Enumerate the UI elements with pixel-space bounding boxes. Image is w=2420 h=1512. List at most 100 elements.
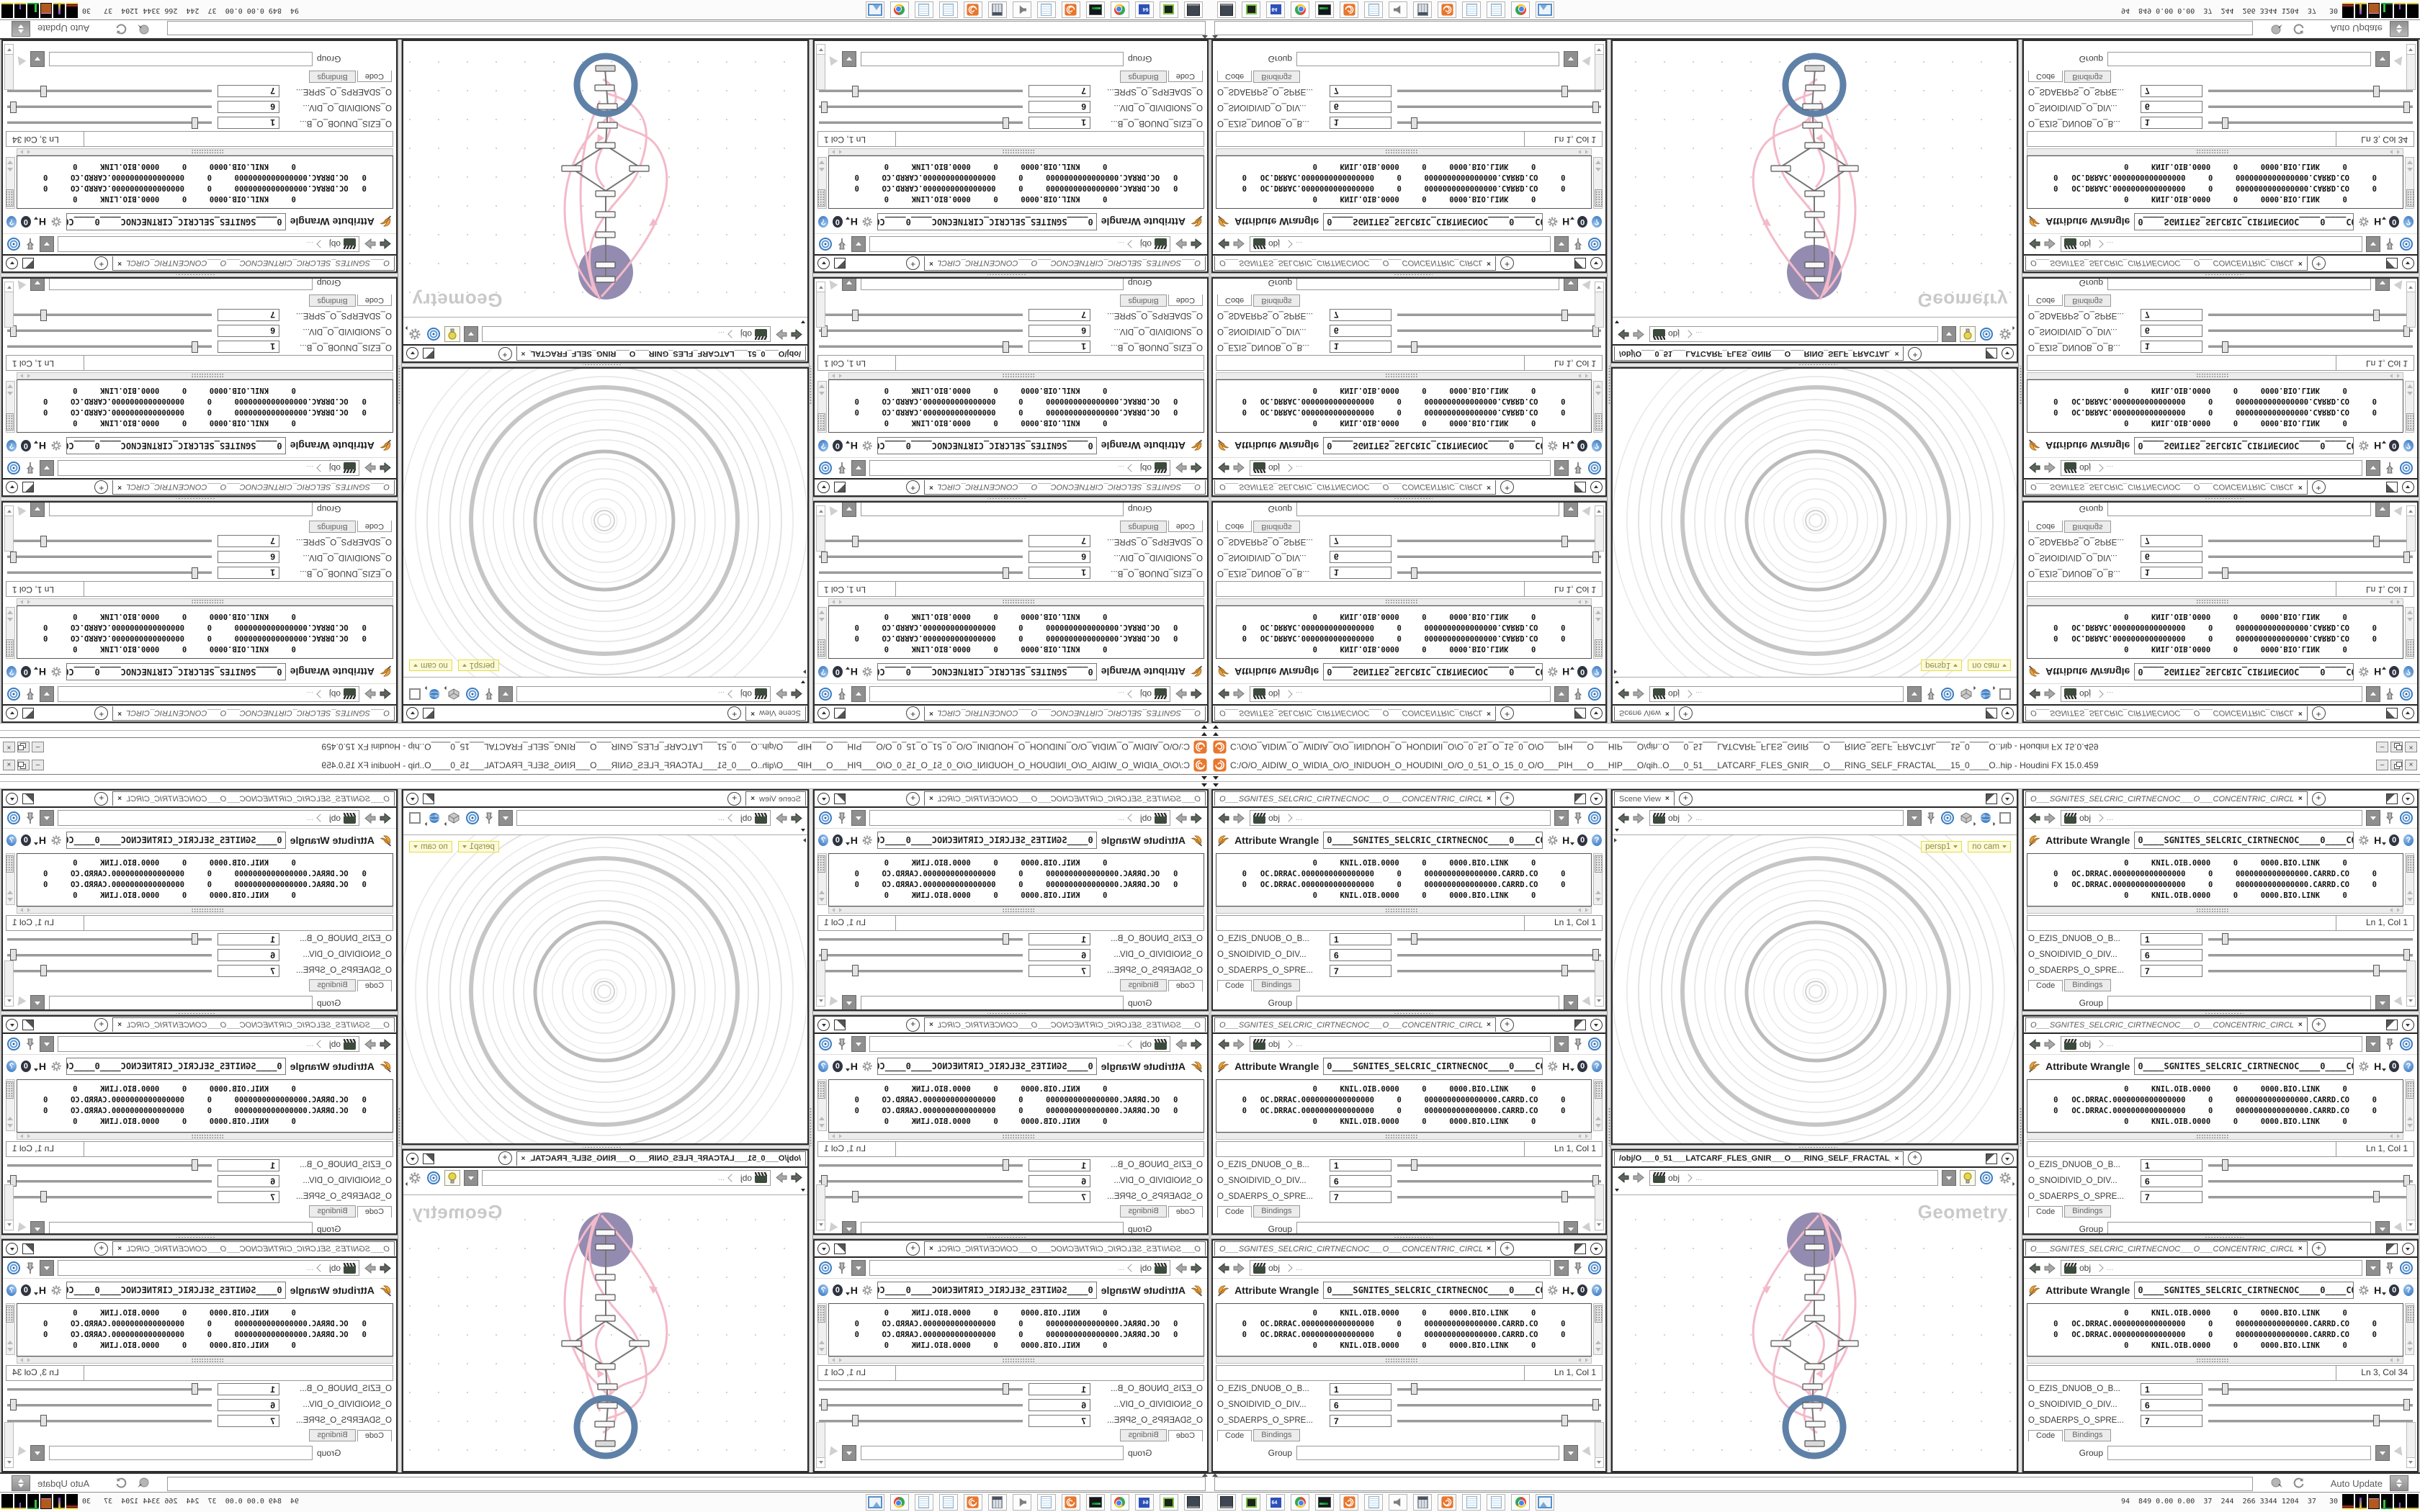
group-pick-arrow-icon[interactable] [1582,998,1592,1008]
code-horizontal-scrollbar[interactable] [828,1356,1204,1364]
path-dropdown-button[interactable] [2366,1260,2380,1276]
back-arrow-icon[interactable] [1616,1171,1630,1184]
gear-icon[interactable] [862,1060,874,1073]
path-dropdown-button[interactable] [1554,686,1569,702]
breadcrumb-root[interactable]: obj [1268,1039,1281,1049]
snippet-status-field[interactable] [895,131,1204,147]
code-horizontal-scrollbar[interactable] [1216,1356,1592,1364]
maximize-pane-icon[interactable] [2386,258,2398,269]
help-icon[interactable]: ? [818,440,828,451]
code-vertical-scrollbar[interactable] [6,1079,15,1131]
pane-tab[interactable]: O___SGNITES_SELCRIC_CIRTNECNOC___O___CON… [112,256,395,271]
radial-menu-icon[interactable] [818,687,833,701]
param-value-field[interactable]: 6 [1330,1398,1392,1411]
group-dropdown-button[interactable] [1564,51,1578,67]
forward-arrow-icon[interactable] [1174,688,1188,701]
forward-arrow-icon[interactable] [1632,1171,1646,1184]
pane-scrollbar[interactable] [4,44,14,90]
pane-scrollbar[interactable] [4,960,14,1007]
slider-handle[interactable] [1003,117,1010,129]
maximize-pane-icon[interactable] [1574,793,1586,804]
info-icon[interactable]: 0 [832,666,843,678]
breadcrumb-root[interactable]: obj [1668,329,1680,340]
breadcrumb-root[interactable]: obj [1668,813,1680,823]
tab-close-icon[interactable]: × [1894,1154,1899,1163]
slider-handle[interactable] [1003,933,1010,945]
breadcrumb-more[interactable]: ... [306,464,313,472]
slider-handle[interactable] [2372,1415,2380,1426]
pin-icon[interactable] [483,688,495,701]
forward-arrow-icon[interactable] [1174,1262,1188,1274]
pin-icon[interactable] [1572,1038,1584,1050]
add-tab-button[interactable]: + [727,791,742,806]
param-value-field[interactable]: 7 [1330,1190,1392,1203]
slider-handle[interactable] [2221,567,2228,579]
tab-close-icon[interactable]: × [929,1245,933,1253]
cook-mode-stepper[interactable] [12,1475,30,1491]
breadcrumb-more[interactable]: ... [1117,1264,1124,1272]
pane-scrollbar[interactable] [4,282,14,328]
gear-icon[interactable] [862,834,874,847]
scene-viewport[interactable]: persp1 no cam [1613,367,2017,677]
wrangle-node-icon[interactable] [379,214,393,230]
window-titlebar[interactable]: C:/O/O_AIDIW_O_WIDIA_O/O_INIDUOH_O_HOUDI… [1210,756,2420,775]
slider-handle[interactable] [9,949,17,960]
tab-code[interactable]: Code [1168,1206,1203,1218]
snippet-status-field[interactable] [84,1365,393,1381]
pane-tab[interactable]: O___SGNITES_SELCRIC_CIRTNECNOC___O___CON… [924,1017,1206,1032]
param-slider[interactable] [7,325,212,338]
path-dropdown-button[interactable] [40,460,54,476]
breadcrumb[interactable]: obj ... [1250,686,1551,702]
tray-graph-spike[interactable] [53,1494,65,1509]
gear-icon[interactable] [2358,665,2370,678]
node-name-field[interactable]: 0____SGNITES_SELCRIC_CIRTNECNOC____0____… [2134,213,2354,230]
code-horizontal-scrollbar[interactable] [2027,1356,2403,1364]
houdini-app-icon[interactable] [1438,1,1456,18]
tab-code[interactable]: Code [1168,980,1203,991]
restore-button[interactable] [2390,760,2403,770]
path-dropdown-button[interactable] [2366,810,2380,826]
vex-snippet-editor[interactable]: 0 KNIL.OIB.0000 0 0000.BIO.LINK 0 0 OC.D… [1216,606,1592,659]
code-horizontal-scrollbar[interactable] [17,1356,393,1364]
group-field[interactable] [2107,502,2371,516]
pane-tab[interactable]: O___SGNITES_SELCRIC_CIRTNECNOC___O___CON… [112,1241,395,1256]
notepad-icon[interactable] [1037,1,1056,18]
tab-bindings[interactable]: Bindings [2064,979,2111,991]
group-field[interactable] [2107,996,2371,1009]
param-value-field[interactable]: 1 [1028,117,1090,130]
snippet-status-field[interactable] [895,915,1204,931]
breadcrumb-root[interactable]: obj [1139,1039,1152,1049]
param-value-field[interactable]: 7 [218,85,279,98]
slider-handle[interactable] [1410,933,1417,945]
breadcrumb-more[interactable]: ... [1296,690,1303,698]
code-vertical-scrollbar[interactable] [817,853,827,905]
help-icon[interactable]: ? [818,1284,828,1296]
code-horizontal-scrollbar[interactable] [1216,1133,1592,1140]
pin-icon[interactable] [24,811,36,824]
vex-snippet-editor[interactable]: 0 KNIL.OIB.0000 0 0000.BIO.LINK 0 0 OC.D… [2027,1303,2403,1356]
param-value-field[interactable]: 6 [2141,1174,2202,1187]
group-pick-arrow-icon[interactable] [16,278,26,288]
param-slider[interactable] [7,1158,212,1171]
add-tab-button[interactable]: + [906,706,920,721]
group-field[interactable] [861,1222,1124,1235]
param-value-field[interactable]: 6 [218,1174,279,1187]
param-value-field[interactable]: 6 [2141,948,2202,961]
radial-menu-icon[interactable] [6,811,21,825]
tab-close-icon[interactable]: × [929,1021,933,1029]
wrangle-node-icon[interactable] [1190,664,1204,680]
breadcrumb-root[interactable]: obj [2079,1263,2092,1273]
tab-close-icon[interactable]: × [1664,795,1670,803]
back-arrow-icon[interactable] [2027,1262,2041,1274]
node-name-field[interactable]: 0____SGNITES_SELCRIC_CIRTNECNOC____0____… [66,832,286,849]
tray-graph-cpu[interactable] [2342,1494,2354,1509]
slider-handle[interactable] [40,536,48,547]
code-horizontal-scrollbar[interactable] [1216,598,1592,606]
pane-scrollbar[interactable] [1595,960,1604,1007]
tab-close-icon[interactable]: × [1487,709,1491,717]
viewport-toolbar-strip[interactable] [1613,828,2017,835]
breadcrumb-more[interactable]: ... [2107,814,2114,822]
cook-brush-icon[interactable] [2271,24,2283,35]
tab-close-icon[interactable]: × [2298,795,2303,803]
breadcrumb[interactable]: obj ... [516,810,771,826]
